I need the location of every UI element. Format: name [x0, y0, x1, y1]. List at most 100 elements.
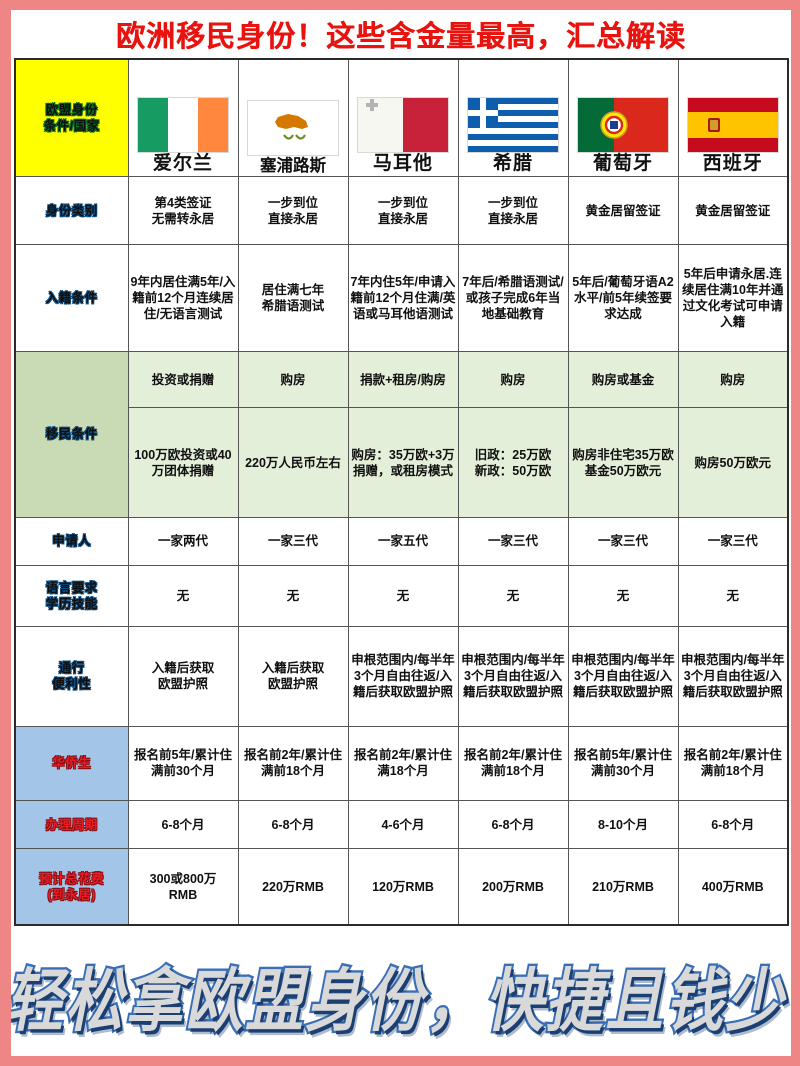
cell-applicant-portugal: 一家三代: [567, 516, 679, 566]
cell-language-cyprus: 无: [237, 564, 349, 627]
table-row-overseas-student: 华侨生 报名前5年/累计住满前30个月 报名前2年/累计住满前18个月 报名前2…: [14, 725, 789, 802]
cell-travel-cyprus: 入籍后获取 欧盟护照: [237, 625, 349, 727]
row-label-line1: 通行: [58, 661, 85, 676]
cell-travel-spain: 申根范围内/每半年3个月自由往返/入籍后获取欧盟护照: [677, 625, 789, 727]
row-label-identity-type: 身份类别: [14, 176, 129, 245]
page-title: 欧洲移民身份！这些含金量最高，汇总解读: [115, 19, 686, 53]
cell-processing-spain: 6-8个月: [677, 800, 789, 850]
cell-applicant-cyprus: 一家三代: [237, 516, 349, 566]
cell-naturalization-greece: 7年后/希腊语测试/或孩子完成6年当地基础教育: [457, 243, 569, 352]
cell-immigration-method-spain: 购房: [677, 350, 789, 409]
cell-applicant-spain: 一家三代: [677, 516, 789, 566]
cell-overseas-malta: 报名前2年/累计住满18个月: [347, 725, 459, 802]
spain-flag-icon: [686, 97, 779, 154]
cell-language-ireland: 无: [127, 564, 239, 627]
corner-label-line2: 条件/国家: [43, 119, 100, 134]
row-label-travel-convenience: 通行 便利性: [14, 625, 129, 727]
cell-travel-ireland: 入籍后获取 欧盟护照: [127, 625, 239, 727]
page-title-bar: 欧洲移民身份！这些含金量最高，汇总解读: [11, 10, 791, 58]
country-name: 希腊: [492, 153, 533, 175]
portugal-flag-icon: [577, 97, 669, 154]
cell-immigration-amount-greece: 旧政：25万欧 新政：50万欧: [457, 407, 569, 518]
country-header-ireland: 爱尔兰: [127, 58, 239, 178]
corner-label-line1: 欧盟身份: [45, 103, 98, 118]
cell-travel-portugal: 申根范围内/每半年3个月自由往返/入籍后获取欧盟护照: [567, 625, 679, 727]
country-name: 塞浦路斯: [260, 157, 326, 176]
cell-identity-ireland: 第4类签证 无需转永居: [127, 176, 239, 245]
table-row-immigration-amount: 100万欧投资或40万团体捐赠 220万人民币左右 购房：35万欧+3万捐赠，或…: [15, 407, 789, 518]
cell-processing-greece: 6-8个月: [457, 800, 569, 850]
corner-header-cell: 欧盟身份 条件/国家: [14, 58, 129, 178]
cell-processing-cyprus: 6-8个月: [237, 800, 349, 850]
cell-immigration-method-malta: 捐款+租房/购房: [347, 350, 459, 409]
table-row-language-requirement: 语言要求 学历技能 无 无 无 无 无 无: [14, 564, 789, 627]
country-name: 西班牙: [702, 153, 763, 175]
cell-overseas-cyprus: 报名前2年/累计住满前18个月: [237, 725, 349, 802]
malta-flag-icon: [357, 97, 449, 154]
row-label-line2: 便利性: [52, 677, 92, 692]
cell-identity-malta: 一步到位 直接永居: [347, 176, 459, 245]
cell-immigration-amount-portugal: 购房非住宅35万欧 基金50万欧元: [567, 407, 679, 518]
country-name: 爱尔兰: [152, 153, 213, 175]
country-name: 葡萄牙: [592, 153, 653, 175]
cell-language-greece: 无: [457, 564, 569, 627]
comparison-table: 欧盟身份 条件/国家 爱尔兰: [14, 58, 789, 926]
country-header-cyprus: 塞浦路斯: [237, 58, 349, 178]
cell-applicant-greece: 一家三代: [457, 516, 569, 566]
row-label-naturalization: 入籍条件: [14, 243, 129, 352]
cyprus-flag-icon: [247, 100, 339, 157]
cell-identity-portugal: 黄金居留签证: [567, 176, 679, 245]
cell-cost-ireland: 300或800万 RMB: [127, 848, 239, 926]
table-row-travel-convenience: 通行 便利性 入籍后获取 欧盟护照 入籍后获取 欧盟护照 申根范围内/每半年3个月自…: [14, 625, 789, 727]
cell-naturalization-cyprus: 居住满七年 希腊语测试: [237, 243, 349, 352]
cell-immigration-method-greece: 购房: [457, 350, 569, 409]
cell-overseas-greece: 报名前2年/累计住满前18个月: [457, 725, 569, 802]
cell-language-malta: 无: [347, 564, 459, 627]
country-header-greece: 希腊: [457, 58, 569, 178]
cell-cost-spain: 400万RMB: [677, 848, 789, 926]
table-header-row: 欧盟身份 条件/国家 爱尔兰: [14, 58, 789, 178]
cell-applicant-ireland: 一家两代: [127, 516, 239, 566]
table-row-applicant: 申请人 一家两代 一家三代 一家五代 一家三代 一家三代 一家三代: [14, 516, 789, 566]
cell-processing-malta: 4-6个月: [347, 800, 459, 850]
country-name: 马耳他: [372, 153, 433, 175]
cell-overseas-portugal: 报名前5年/累计住满前30个月: [567, 725, 679, 802]
row-label-language-requirement: 语言要求 学历技能: [14, 564, 129, 627]
cell-processing-ireland: 6-8个月: [127, 800, 239, 850]
cell-immigration-method-portugal: 购房或基金: [567, 350, 679, 409]
cell-immigration-amount-spain: 购房50万欧元: [677, 407, 789, 518]
cell-immigration-amount-cyprus: 220万人民币左右: [237, 407, 349, 518]
cell-overseas-spain: 报名前2年/累计住满前18个月: [677, 725, 789, 802]
cell-applicant-malta: 一家五代: [347, 516, 459, 566]
row-label-total-cost: 预计总花费 (到永居): [14, 848, 129, 926]
cell-immigration-method-ireland: 投资或捐赠: [127, 350, 239, 409]
bottom-banner: 轻松拿欧盟身份，快捷且钱少: [11, 933, 791, 1056]
cell-cost-malta: 120万RMB: [347, 848, 459, 926]
cell-immigration-amount-ireland: 100万欧投资或40万团体捐赠: [127, 407, 239, 518]
row-label-processing-time: 办理周期: [14, 800, 129, 850]
cell-cost-greece: 200万RMB: [457, 848, 569, 926]
country-header-spain: 西班牙: [677, 58, 789, 178]
cell-cost-portugal: 210万RMB: [567, 848, 679, 926]
table-row-processing-time: 办理周期 6-8个月 6-8个月 4-6个月 6-8个月 8-10个月 6-8个…: [14, 800, 789, 850]
infographic-inner: 欧洲移民身份！这些含金量最高，汇总解读 欧盟身份 条件/国家: [11, 10, 791, 1056]
cell-language-spain: 无: [677, 564, 789, 627]
cell-identity-greece: 一步到位 直接永居: [457, 176, 569, 245]
cell-naturalization-portugal: 5年后/葡萄牙语A2水平/前5年续签要求达成: [567, 243, 679, 352]
row-label-line2: (到永居): [47, 887, 96, 902]
table-row-immigration-method: 移民条件 投资或捐赠 购房 捐款+租房/购房 购房 购房或基金 购房: [14, 350, 789, 518]
cell-naturalization-malta: 7年内住5年/申请入籍前12个月住满/英语或马耳他语测试: [347, 243, 459, 352]
greece-flag-icon: [467, 97, 559, 154]
row-label-immigration-condition: 移民条件: [14, 350, 129, 518]
cell-naturalization-ireland: 9年内居住满5年/入籍前12个月连续居住/无语言测试: [127, 243, 239, 352]
cell-identity-cyprus: 一步到位 直接永居: [237, 176, 349, 245]
comparison-table-wrapper: 欧盟身份 条件/国家 爱尔兰: [11, 58, 791, 933]
cell-cost-cyprus: 220万RMB: [237, 848, 349, 926]
row-label-applicant: 申请人: [14, 516, 129, 566]
row-label-line2: 学历技能: [45, 596, 98, 611]
cell-naturalization-spain: 5年后申请永居.连续居住满10年并通过文化考试可申请入籍: [677, 243, 789, 352]
table-row-identity-type: 身份类别 第4类签证 无需转永居 一步到位 直接永居 一步到位 直接永居 一步到位 直接…: [14, 176, 789, 245]
cell-language-portugal: 无: [567, 564, 679, 627]
cell-travel-greece: 申根范围内/每半年3个月自由往返/入籍后获取欧盟护照: [457, 625, 569, 727]
cell-identity-spain: 黄金居留签证: [677, 176, 789, 245]
